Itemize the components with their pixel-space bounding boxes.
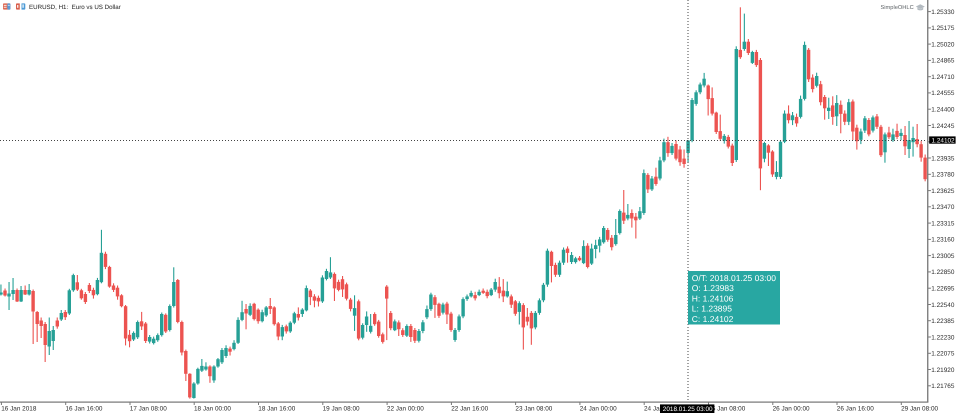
svg-text:1.23470: 1.23470 [931,204,955,211]
svg-text:1.24102: 1.24102 [932,138,956,145]
svg-text:1.22695: 1.22695 [931,286,955,293]
svg-text:24 Jan 00:00: 24 Jan 00:00 [580,406,617,413]
svg-text:O: 1.23983: O: 1.23983 [692,283,734,293]
svg-text:1.23160: 1.23160 [931,237,955,244]
svg-text:EURUSD, H1: Euro vs US Dollar: EURUSD, H1: Euro vs US Dollar [29,4,121,11]
svg-text:1.23005: 1.23005 [931,253,955,260]
svg-text:25 Jan 08:00: 25 Jan 08:00 [708,406,745,413]
svg-text:L: 1.23895: L: 1.23895 [692,304,732,314]
svg-text:C: 1.24102: C: 1.24102 [692,314,734,324]
svg-text:SimpleOHLC: SimpleOHLC [881,4,914,11]
svg-text:1.22850: 1.22850 [931,269,955,276]
svg-text:1.23935: 1.23935 [931,155,955,162]
svg-text:1.22230: 1.22230 [931,334,955,341]
svg-text:1.22385: 1.22385 [931,318,955,325]
svg-text:26 Jan 16:00: 26 Jan 16:00 [837,406,874,413]
svg-text:1.25020: 1.25020 [931,41,955,48]
svg-text:23 Jan 08:00: 23 Jan 08:00 [515,406,552,413]
svg-text:17 Jan 08:00: 17 Jan 08:00 [130,406,167,413]
svg-text:1.24245: 1.24245 [931,123,955,130]
svg-text:1.21920: 1.21920 [931,367,955,374]
svg-text:H: 1.24106: H: 1.24106 [692,293,734,303]
svg-text:18 Jan 00:00: 18 Jan 00:00 [194,406,231,413]
svg-text:16 Jan 2018: 16 Jan 2018 [1,406,37,413]
svg-text:22 Jan 00:00: 22 Jan 00:00 [387,406,424,413]
svg-text:1.23780: 1.23780 [931,172,955,179]
svg-text:22 Jan 16:00: 22 Jan 16:00 [451,406,488,413]
svg-text:1.24865: 1.24865 [931,58,955,65]
svg-text:2018.01.25 03:00: 2018.01.25 03:00 [663,406,713,413]
svg-text:18 Jan 16:00: 18 Jan 16:00 [258,406,295,413]
svg-text:1.22540: 1.22540 [931,302,955,309]
svg-text:1.25175: 1.25175 [931,25,955,32]
svg-text:1.24710: 1.24710 [931,74,955,81]
svg-text:1.22075: 1.22075 [931,351,955,358]
svg-text:1.25330: 1.25330 [931,9,955,16]
svg-text:1.24400: 1.24400 [931,107,955,114]
svg-text:1.24555: 1.24555 [931,90,955,97]
svg-text:19 Jan 08:00: 19 Jan 08:00 [323,406,360,413]
svg-text:1.23625: 1.23625 [931,188,955,195]
svg-text:29 Jan 08:00: 29 Jan 08:00 [901,406,938,413]
svg-text:1.23315: 1.23315 [931,220,955,227]
svg-text:16 Jan 16:00: 16 Jan 16:00 [66,406,103,413]
svg-text:26 Jan 00:00: 26 Jan 00:00 [773,406,810,413]
svg-text:O/T: 2018.01.25 03:00: O/T: 2018.01.25 03:00 [692,273,776,283]
svg-text:1.21765: 1.21765 [931,383,955,390]
